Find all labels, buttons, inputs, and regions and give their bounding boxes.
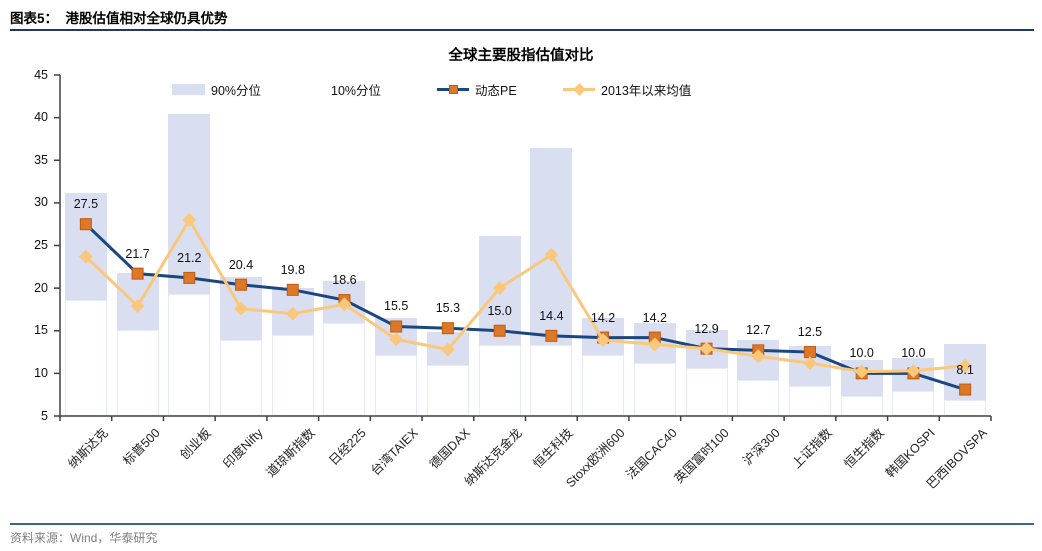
- pe-value-label: 15.0: [487, 303, 512, 318]
- legend-label-mean: 2013年以来均值: [601, 83, 692, 98]
- range-bar-10pct: [323, 323, 366, 416]
- mean-diamond-marker: [285, 306, 300, 321]
- y-axis-tick-label: 35: [34, 152, 48, 167]
- mean-diamond-marker: [182, 212, 197, 227]
- mean-diamond-marker: [544, 247, 559, 262]
- pe-square-marker: [959, 383, 972, 396]
- legend-swatch-90pct: [172, 83, 205, 95]
- range-bar-10pct: [220, 340, 263, 416]
- pe-value-label: 10.0: [849, 346, 874, 361]
- pe-value-label: 8.1: [956, 362, 974, 377]
- pe-value-label: 15.5: [384, 299, 409, 314]
- pe-square-marker: [235, 278, 248, 291]
- range-bar-90pct: [530, 148, 573, 346]
- legend-item-pe: 动态PE: [437, 82, 517, 98]
- legend-label-90pct: 90%分位: [211, 83, 262, 98]
- range-bar-90pct: [64, 192, 107, 301]
- mean-diamond-marker: [596, 333, 611, 348]
- pe-value-label: 18.6: [332, 273, 357, 288]
- pe-value-label: 20.4: [228, 257, 254, 272]
- source-note: 资料来源：Wind，华泰研究: [10, 531, 158, 545]
- pe-square-marker: [545, 329, 558, 342]
- pe-value-label: 12.7: [746, 323, 771, 338]
- pe-value-label: 15.3: [435, 301, 461, 316]
- legend-item-90pct: 90%分位: [172, 82, 262, 98]
- range-bar-10pct: [168, 294, 211, 416]
- mean-line: [84, 216, 966, 374]
- pe-value-label: 21.2: [177, 250, 202, 265]
- mean-diamond-marker: [78, 249, 93, 264]
- legend-item-10pct: 10%分位: [292, 82, 382, 98]
- pe-value-label: 19.8: [280, 262, 305, 277]
- legend-item-mean: 2013年以来均值: [563, 82, 692, 98]
- legend-label-10pct: 10%分位: [331, 83, 382, 98]
- y-axis-tick-label: 45: [34, 67, 48, 82]
- pe-square-marker: [79, 218, 92, 231]
- pe-square-marker: [493, 324, 506, 337]
- pe-value-label: 10.0: [901, 346, 926, 361]
- mean-diamond-marker: [440, 342, 455, 357]
- mean-diamond-marker: [492, 281, 507, 296]
- mean-diamond-marker: [803, 356, 817, 371]
- pe-value-label: 12.9: [694, 321, 719, 336]
- range-bar-10pct: [737, 380, 780, 416]
- mean-diamond-marker: [234, 301, 248, 316]
- legend-swatch-pe-line: [437, 84, 469, 94]
- y-axis-tick-label: 20: [34, 280, 48, 295]
- pe-value-label: 14.2: [642, 310, 667, 325]
- pe-value-label: 27.5: [73, 197, 99, 212]
- pe-value-label: 14.2: [590, 310, 616, 325]
- legend-swatch-10pct: [292, 83, 325, 95]
- pe-square-marker: [131, 267, 144, 280]
- y-axis-tick-label: 25: [34, 238, 48, 252]
- pe-value-label: 12.5: [797, 325, 823, 340]
- pe-square-marker: [286, 283, 299, 296]
- pe-square-marker: [183, 271, 196, 284]
- figure-header-title: 图表5： 港股估值相对全球仍具优势: [10, 11, 228, 26]
- pe-value-label: 21.7: [125, 246, 150, 261]
- pe-square-marker: [390, 320, 403, 333]
- legend-swatch-mean-line: [563, 82, 595, 96]
- pe-square-marker: [803, 346, 816, 359]
- range-bar-10pct: [582, 354, 625, 416]
- footer-rule: [10, 523, 1034, 525]
- y-axis-tick-label: 5: [41, 408, 48, 423]
- y-axis-tick-label: 30: [34, 195, 48, 210]
- range-bar-10pct: [271, 335, 314, 416]
- mean-diamond-marker: [699, 341, 714, 356]
- legend-label-pe: 动态PE: [475, 83, 517, 98]
- mean-diamond-marker: [906, 363, 921, 378]
- header-rule: [10, 29, 1034, 31]
- pe-square-marker: [441, 322, 454, 335]
- pe-value-label: 14.4: [539, 308, 564, 323]
- range-bar-10pct: [530, 345, 573, 416]
- range-bar-10pct: [478, 345, 521, 416]
- range-bar-90pct: [168, 114, 211, 295]
- y-axis-tick-label: 10: [34, 365, 48, 380]
- y-axis-tick-label: 40: [34, 110, 48, 125]
- range-bar-10pct: [64, 300, 107, 416]
- range-bar-10pct: [116, 329, 159, 416]
- chart-title: 全球主要股指估值对比: [448, 48, 594, 64]
- range-bar-10pct: [426, 364, 469, 416]
- pe-line: [84, 223, 966, 392]
- square-marker-icon: [448, 84, 458, 94]
- y-axis-tick-label: 15: [34, 323, 48, 338]
